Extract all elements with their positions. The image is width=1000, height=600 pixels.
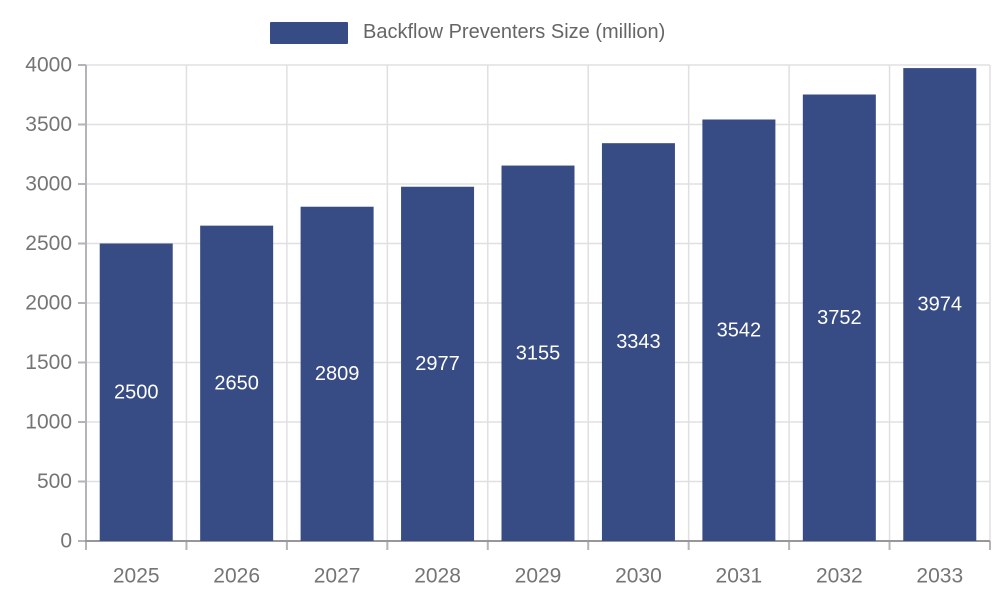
bar	[501, 165, 575, 541]
x-tick-label: 2033	[916, 565, 963, 588]
bar	[401, 186, 475, 541]
x-tick-label: 2027	[314, 565, 361, 588]
x-tick-label: 2025	[113, 565, 160, 588]
bar-value-label: 3752	[817, 307, 862, 329]
y-tick-label: 2000	[25, 292, 72, 315]
bar	[702, 119, 776, 541]
legend-label: Backflow Preventers Size (million)	[363, 21, 666, 43]
bar	[300, 206, 374, 541]
bar-value-label: 3542	[717, 319, 762, 341]
bar-value-label: 3343	[616, 331, 661, 353]
bar-value-label: 2809	[315, 363, 360, 385]
y-tick-label: 4000	[25, 54, 72, 77]
x-tick-label: 2028	[414, 565, 461, 588]
y-tick-label: 2500	[25, 232, 72, 255]
x-tick-label: 2032	[816, 565, 863, 588]
y-tick-label: 3500	[25, 113, 72, 136]
x-tick-label: 2031	[716, 565, 763, 588]
bar-value-label: 3155	[516, 342, 561, 364]
bar	[903, 68, 977, 542]
y-tick-label: 1500	[25, 351, 72, 374]
y-tick-label: 3000	[25, 173, 72, 196]
bar	[802, 94, 876, 542]
y-tick-label: 1000	[25, 411, 72, 434]
y-tick-label: 500	[37, 470, 72, 493]
bar	[601, 143, 675, 542]
x-tick-label: 2030	[615, 565, 662, 588]
legend-item[interactable]: Backflow Preventers Size (million)	[270, 21, 665, 44]
bar-value-label: 2500	[114, 381, 159, 403]
bar	[99, 243, 173, 541]
x-tick-label: 2029	[515, 565, 562, 588]
x-tick-label: 2026	[213, 565, 260, 588]
y-tick-label: 0	[60, 530, 72, 553]
bar	[200, 225, 274, 541]
bar-value-label: 2977	[415, 353, 460, 375]
bar-value-label: 3974	[918, 294, 963, 316]
bar-value-label: 2650	[214, 372, 259, 394]
legend-swatch	[270, 21, 348, 44]
